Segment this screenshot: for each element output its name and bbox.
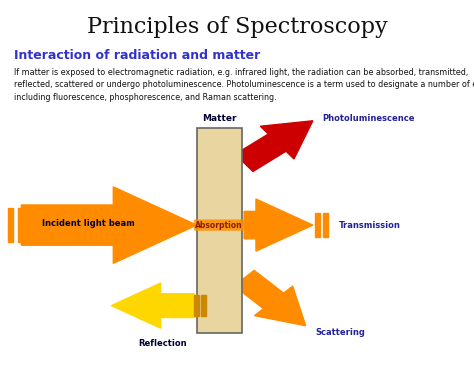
- Bar: [201, 295, 206, 316]
- Bar: [194, 295, 199, 316]
- Text: Reflection: Reflection: [138, 339, 187, 348]
- Bar: [18, 208, 24, 242]
- Text: Incident light beam: Incident light beam: [42, 219, 134, 228]
- Text: Principles of Spectroscopy: Principles of Spectroscopy: [87, 16, 387, 38]
- Text: Absorption: Absorption: [195, 221, 243, 229]
- FancyArrow shape: [21, 187, 197, 264]
- FancyArrow shape: [234, 270, 306, 326]
- FancyBboxPatch shape: [197, 128, 242, 333]
- FancyArrow shape: [111, 283, 194, 328]
- FancyArrow shape: [235, 121, 313, 172]
- Text: Photoluminescence: Photoluminescence: [322, 115, 415, 123]
- Bar: [315, 213, 320, 237]
- Bar: [8, 208, 13, 242]
- FancyArrow shape: [244, 199, 313, 251]
- Text: Matter: Matter: [202, 113, 236, 123]
- Text: Transmission: Transmission: [339, 221, 401, 229]
- Bar: [323, 213, 328, 237]
- Text: Scattering: Scattering: [315, 328, 365, 337]
- Text: Interaction of radiation and matter: Interaction of radiation and matter: [14, 49, 261, 63]
- Text: If matter is exposed to electromagnetic radiation, e.g. infrared light, the radi: If matter is exposed to electromagnetic …: [14, 68, 474, 102]
